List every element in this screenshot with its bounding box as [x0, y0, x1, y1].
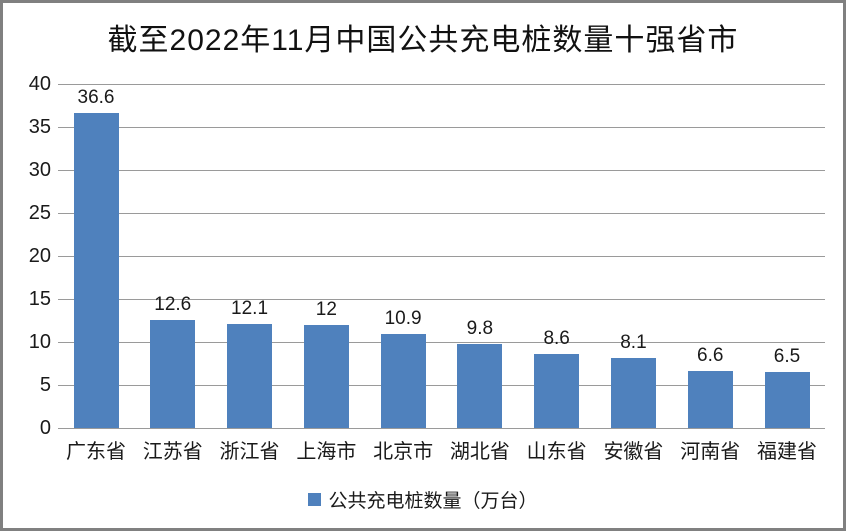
bar [150, 319, 196, 428]
y-tick-label: 30 [28, 159, 51, 181]
bar-value-label: 6.6 [697, 345, 724, 367]
chart-title: 截至2022年11月中国公共充电桩数量十强省市 [107, 24, 739, 57]
x-category-label: 河南省 [680, 441, 741, 463]
gridline [58, 170, 825, 171]
x-category-label: 江苏省 [142, 441, 203, 463]
gridline [58, 213, 825, 214]
y-tick-label: 10 [28, 331, 51, 353]
gridline [58, 385, 825, 386]
x-category-label: 湖北省 [449, 441, 510, 463]
gridline [58, 256, 825, 257]
plot-area: 0 5 10 15 20 25 30 35 40 36.6 12.6 12.1 12 10.9 9.8 8.… [3, 3, 843, 528]
bar-value-label: 12.6 [154, 293, 192, 315]
gridline [58, 342, 825, 343]
x-category-label: 上海市 [296, 441, 357, 463]
legend-label: 公共充电桩数量（万台） [328, 491, 538, 512]
y-tick-label: 25 [28, 202, 51, 224]
bar [73, 113, 119, 428]
y-tick-label: 0 [39, 417, 51, 439]
bar [534, 354, 580, 428]
bar [610, 358, 656, 428]
gridline [58, 299, 825, 300]
bar-value-label: 6.5 [773, 346, 801, 368]
bar [380, 334, 426, 428]
y-tick-label: 40 [28, 73, 51, 95]
y-tick-label: 20 [28, 245, 51, 267]
bar [303, 324, 349, 428]
bar-value-label: 8.6 [543, 328, 570, 350]
y-tick-label: 15 [28, 288, 51, 310]
y-tick-label: 35 [28, 116, 51, 138]
x-category-label: 广东省 [66, 441, 126, 463]
legend: 公共充电桩数量（万台） [3, 486, 843, 513]
bar-value-label: 12.1 [231, 297, 269, 319]
x-category-label: 山东省 [526, 441, 587, 463]
gridline [58, 127, 825, 128]
bar [764, 372, 810, 428]
bar-value-label: 10.9 [384, 308, 422, 330]
bar [457, 343, 503, 428]
x-category-label: 福建省 [757, 441, 817, 463]
bar [227, 323, 273, 428]
bar-value-label: 8.1 [620, 332, 647, 354]
gridline [58, 84, 825, 85]
y-tick-label: 5 [39, 374, 51, 396]
bar-value-label: 36.6 [77, 87, 115, 109]
bar [687, 371, 733, 428]
x-category-label: 安徽省 [603, 441, 664, 463]
x-category-label: 北京市 [373, 441, 434, 463]
bar-value-label: 12 [315, 298, 337, 320]
bar-value-label: 9.8 [466, 317, 494, 339]
gridline [58, 428, 825, 429]
legend-swatch-icon [308, 493, 322, 506]
x-category-label: 浙江省 [219, 441, 280, 463]
